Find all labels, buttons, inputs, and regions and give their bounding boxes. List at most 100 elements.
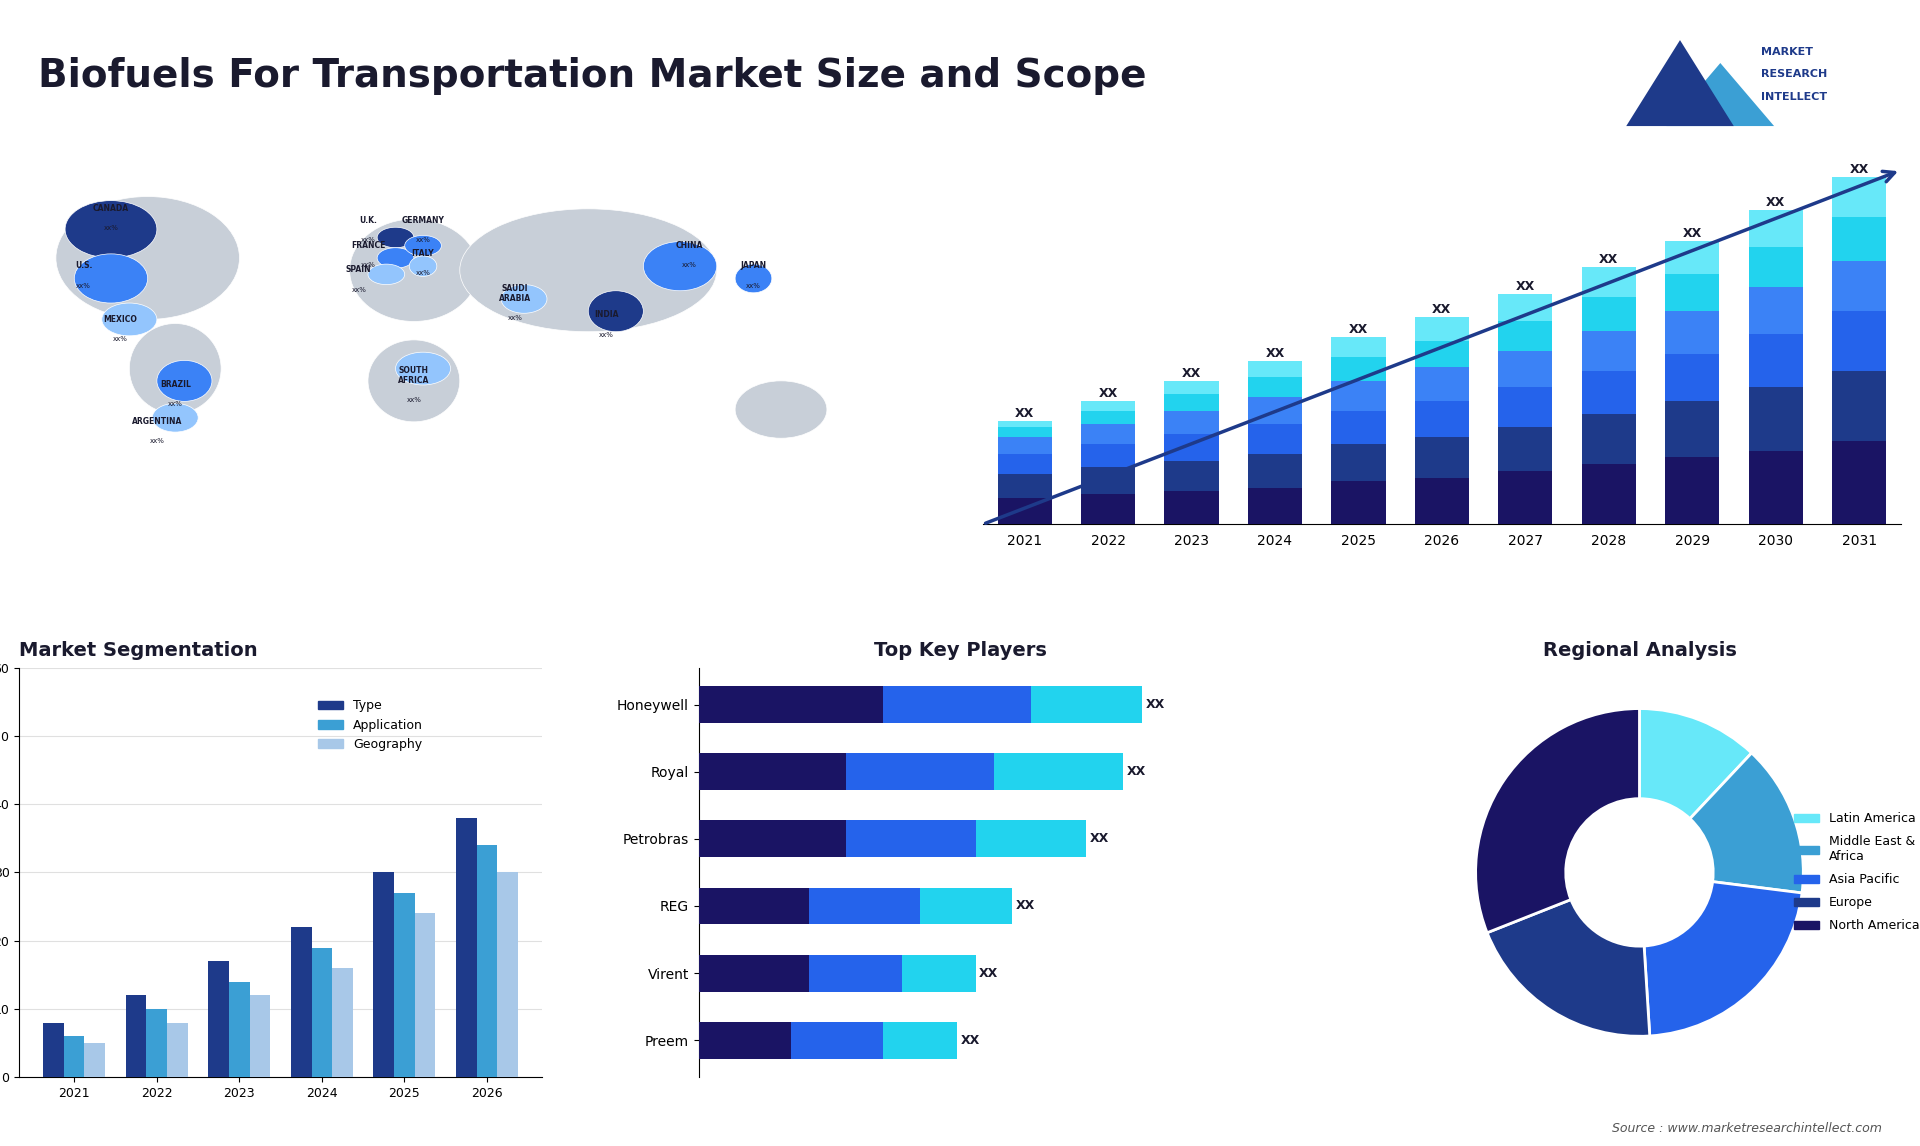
Ellipse shape	[643, 242, 716, 291]
Bar	[1081, 410, 1135, 424]
Bar	[883, 1022, 956, 1059]
Ellipse shape	[129, 323, 221, 414]
Bar	[1582, 267, 1636, 297]
Bar	[1498, 427, 1553, 471]
Text: xx%: xx%	[351, 286, 367, 292]
Bar	[415, 913, 436, 1077]
Bar	[1665, 457, 1718, 524]
Text: XX: XX	[1350, 323, 1369, 336]
Text: XX: XX	[1127, 766, 1146, 778]
Text: XX: XX	[1849, 163, 1868, 176]
Bar	[1331, 380, 1386, 410]
Text: xx%: xx%	[104, 226, 119, 231]
Bar	[1749, 211, 1803, 248]
Bar	[810, 887, 920, 925]
Bar	[1832, 370, 1885, 441]
Bar	[1331, 481, 1386, 524]
Bar	[1415, 368, 1469, 401]
Bar	[998, 454, 1052, 474]
Ellipse shape	[588, 291, 643, 331]
Bar	[1749, 333, 1803, 387]
Bar	[1164, 380, 1219, 394]
Bar	[1248, 424, 1302, 454]
Bar	[1081, 401, 1135, 410]
Bar	[1498, 351, 1553, 387]
Ellipse shape	[396, 352, 451, 385]
Wedge shape	[1640, 708, 1751, 818]
Text: XX: XX	[1146, 698, 1165, 712]
Text: xx%: xx%	[507, 315, 522, 321]
Legend: Type, Application, Geography: Type, Application, Geography	[313, 694, 428, 756]
Polygon shape	[1667, 63, 1774, 126]
Text: XX: XX	[1016, 407, 1035, 419]
Bar	[1582, 370, 1636, 414]
Wedge shape	[1690, 753, 1803, 893]
Bar	[1832, 217, 1885, 260]
Bar	[250, 996, 271, 1077]
Text: xx%: xx%	[747, 283, 760, 289]
Ellipse shape	[501, 284, 547, 313]
Bar	[1665, 274, 1718, 311]
Text: Biofuels For Transportation Market Size and Scope: Biofuels For Transportation Market Size …	[38, 57, 1146, 95]
Bar	[1749, 288, 1803, 333]
Bar	[125, 996, 146, 1077]
Bar	[457, 818, 476, 1077]
Text: U.K.: U.K.	[359, 217, 376, 226]
Bar	[975, 821, 1087, 857]
Bar	[1081, 468, 1135, 494]
Ellipse shape	[65, 201, 157, 258]
Bar	[1248, 361, 1302, 377]
Legend: Latin America, Middle East &
Africa, Asia Pacific, Europe, North America: Latin America, Middle East & Africa, Asi…	[1789, 808, 1920, 937]
Bar	[84, 1043, 106, 1077]
Text: BRAZIL: BRAZIL	[159, 380, 190, 388]
Text: SPAIN: SPAIN	[346, 266, 372, 274]
Bar	[847, 821, 975, 857]
Text: RESEARCH: RESEARCH	[1761, 70, 1828, 79]
Text: Source : www.marketresearchintellect.com: Source : www.marketresearchintellect.com	[1611, 1122, 1882, 1135]
Bar	[699, 686, 883, 723]
Bar	[699, 887, 810, 925]
Bar	[1498, 293, 1553, 321]
Bar	[1248, 487, 1302, 524]
Text: XX: XX	[1432, 304, 1452, 316]
Bar	[810, 955, 902, 991]
Bar	[332, 968, 353, 1077]
Bar	[1498, 387, 1553, 427]
Ellipse shape	[56, 196, 240, 320]
Bar	[1164, 434, 1219, 461]
Bar	[1415, 401, 1469, 438]
Ellipse shape	[157, 360, 211, 401]
Text: XX: XX	[1091, 832, 1110, 846]
Bar	[394, 893, 415, 1077]
Bar	[1415, 478, 1469, 524]
Text: XX: XX	[1183, 367, 1202, 379]
Bar	[699, 821, 847, 857]
Bar	[883, 686, 1031, 723]
Bar	[290, 927, 311, 1077]
Bar	[1415, 340, 1469, 368]
Bar	[998, 421, 1052, 427]
Text: ARGENTINA: ARGENTINA	[132, 417, 182, 426]
Wedge shape	[1644, 881, 1803, 1036]
Bar	[1164, 410, 1219, 434]
Ellipse shape	[369, 340, 459, 422]
Bar	[1749, 248, 1803, 288]
Ellipse shape	[376, 227, 415, 248]
Bar	[1832, 441, 1885, 524]
Ellipse shape	[376, 248, 415, 268]
Text: ITALY: ITALY	[411, 249, 434, 258]
Bar	[1582, 297, 1636, 331]
Text: INDIA: INDIA	[595, 311, 618, 320]
Text: XX: XX	[1682, 227, 1701, 240]
Ellipse shape	[75, 254, 148, 303]
Text: Market Segmentation: Market Segmentation	[19, 642, 257, 660]
Bar	[207, 961, 228, 1077]
Bar	[1248, 398, 1302, 424]
Text: GERMANY: GERMANY	[401, 217, 445, 226]
Text: XX: XX	[1265, 347, 1284, 360]
Text: MEXICO: MEXICO	[104, 314, 136, 323]
Title: Top Key Players: Top Key Players	[874, 642, 1046, 660]
Text: XX: XX	[1515, 280, 1534, 293]
Ellipse shape	[459, 209, 716, 331]
Bar	[1582, 331, 1636, 370]
